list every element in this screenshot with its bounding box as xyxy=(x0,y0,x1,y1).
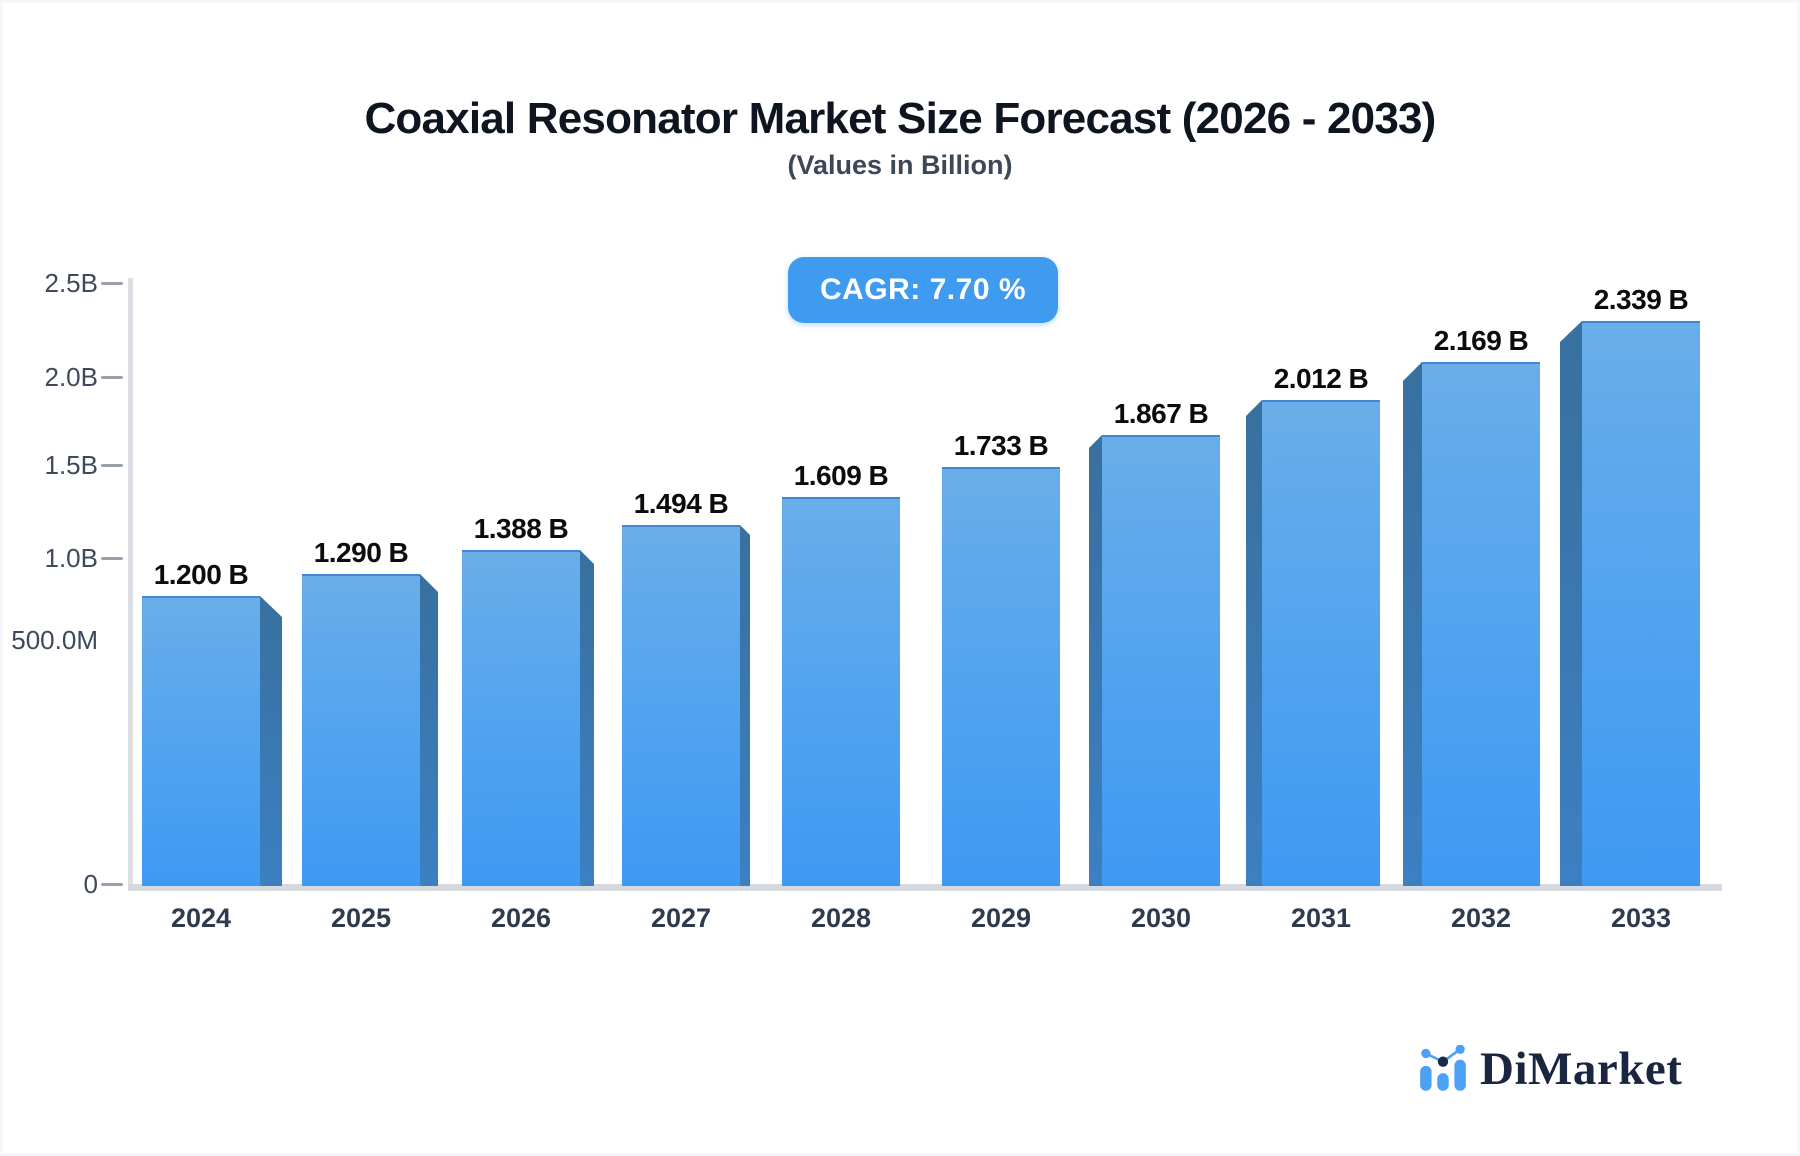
x-tick-label: 2031 xyxy=(1290,903,1352,933)
x-tick-label: 2025 xyxy=(330,903,392,933)
y-tick-mark xyxy=(101,883,123,886)
bar-2029 xyxy=(942,467,1060,886)
chart-subtitle: (Values in Billion) xyxy=(787,150,1013,180)
bar-value-label: 2.339 B xyxy=(1593,284,1689,315)
bar-2025 xyxy=(302,574,420,886)
bar-2028 xyxy=(782,497,900,886)
y-tick-mark xyxy=(101,464,123,467)
bar-2024 xyxy=(142,596,260,886)
y-tick-mark xyxy=(101,376,123,379)
y-tick-label: 0 xyxy=(83,869,98,899)
y-tick-label: 2.5B xyxy=(44,268,99,298)
cagr-badge: CAGR: 7.70 % xyxy=(788,257,1058,323)
bar-3d-side xyxy=(260,596,282,886)
y-tick-mark xyxy=(101,557,123,560)
brand-logo-text: DiMarket xyxy=(1480,1043,1683,1095)
bar-3d-side xyxy=(1089,435,1102,886)
x-tick-label: 2024 xyxy=(170,903,232,933)
bar-value-label: 1.733 B xyxy=(953,430,1049,461)
bar-3d-side xyxy=(1246,400,1262,886)
bar-value-label: 1.200 B xyxy=(153,559,249,590)
bar-value-label: 1.494 B xyxy=(633,488,729,519)
bar-2032 xyxy=(1422,362,1540,886)
x-tick-label: 2032 xyxy=(1450,903,1512,933)
bar-2026 xyxy=(462,550,580,886)
bar-3d-side xyxy=(1560,321,1582,886)
x-axis-baseline xyxy=(128,884,1722,891)
bar-2033 xyxy=(1582,321,1700,886)
y-tick-mark xyxy=(101,282,123,285)
brand-logo: DiMarket xyxy=(1416,1034,1776,1104)
bar-value-label: 1.867 B xyxy=(1113,398,1209,429)
y-tick-label: 500.0M xyxy=(11,625,98,655)
bar-value-label: 2.169 B xyxy=(1433,325,1529,356)
bar-2027 xyxy=(622,525,740,886)
bar-value-label: 1.609 B xyxy=(793,460,889,491)
x-tick-label: 2030 xyxy=(1130,903,1192,933)
bar-2030 xyxy=(1102,435,1220,886)
y-tick-label: 1.5B xyxy=(44,450,99,480)
x-tick-label: 2033 xyxy=(1610,903,1672,933)
bar-value-label: 1.388 B xyxy=(473,513,569,544)
y-axis-line xyxy=(128,278,133,886)
bar-line-chart-icon xyxy=(1420,1045,1466,1091)
x-tick-label: 2027 xyxy=(650,903,712,933)
bar-value-label: 2.012 B xyxy=(1273,363,1369,394)
x-tick-label: 2029 xyxy=(970,903,1032,933)
bar-3d-side xyxy=(580,550,594,886)
bar-3d-side xyxy=(1403,362,1422,886)
x-tick-label: 2026 xyxy=(490,903,552,933)
x-tick-label: 2028 xyxy=(810,903,872,933)
bar-2031 xyxy=(1262,400,1380,886)
y-tick-label: 2.0B xyxy=(44,362,99,392)
bar-3d-side xyxy=(740,525,750,886)
bar-value-label: 1.290 B xyxy=(313,537,409,568)
y-tick-label: 1.0B xyxy=(44,543,99,573)
chart-title: Coaxial Resonator Market Size Forecast (… xyxy=(364,94,1436,143)
bar-3d-side xyxy=(420,574,438,886)
